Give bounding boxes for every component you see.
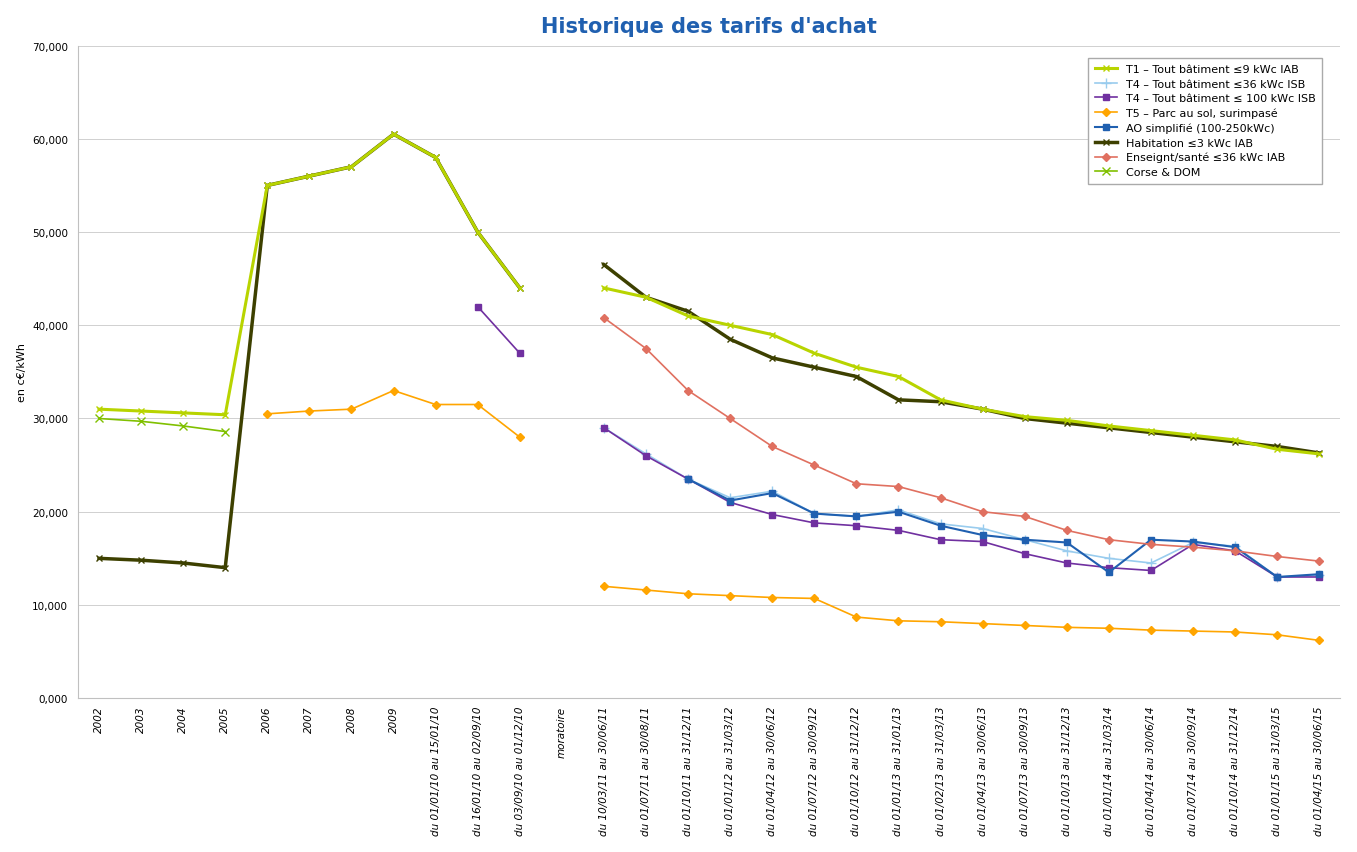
T4 – Tout bâtiment ≤36 kWc ISB <box>1058 546 1075 556</box>
T5 – Parc au sol, surimpasé <box>385 386 402 396</box>
T1 – Tout bâtiment ≤9 kWc IAB <box>217 410 233 420</box>
T4 – Tout bâtiment ≤36 kWc ISB <box>848 512 864 522</box>
T1 – Tout bâtiment ≤9 kWc IAB <box>301 172 318 182</box>
T4 – Tout bâtiment ≤36 kWc ISB <box>932 519 949 529</box>
Enseignt/santé ≤36 kWc IAB <box>1269 552 1285 562</box>
T4 – Tout bâtiment ≤36 kWc ISB <box>806 509 822 519</box>
T4 – Tout bâtiment ≤36 kWc ISB <box>1269 573 1285 583</box>
AO simplifié (100-250kWc) <box>1016 535 1033 545</box>
Habitation ≤3 kWc IAB <box>217 563 233 573</box>
Habitation ≤3 kWc IAB <box>343 163 360 173</box>
T5 – Parc au sol, surimpasé <box>343 405 360 415</box>
Enseignt/santé ≤36 kWc IAB <box>764 442 780 452</box>
Corse & DOM <box>175 422 191 432</box>
Habitation ≤3 kWc IAB <box>259 181 275 192</box>
Enseignt/santé ≤36 kWc IAB <box>1101 535 1117 545</box>
Line: Habitation ≤3 kWc IAB: Habitation ≤3 kWc IAB <box>95 131 524 572</box>
AO simplifié (100-250kWc) <box>1101 567 1117 578</box>
Enseignt/santé ≤36 kWc IAB <box>848 479 864 489</box>
AO simplifié (100-250kWc) <box>932 521 949 531</box>
Enseignt/santé ≤36 kWc IAB <box>722 414 738 424</box>
Enseignt/santé ≤36 kWc IAB <box>596 314 612 324</box>
Enseignt/santé ≤36 kWc IAB <box>1185 543 1201 553</box>
AO simplifié (100-250kWc) <box>848 512 864 522</box>
T4 – Tout bâtiment ≤ 100 kWc ISB <box>470 302 486 313</box>
AO simplifié (100-250kWc) <box>974 530 991 540</box>
T4 – Tout bâtiment ≤36 kWc ISB <box>638 449 654 459</box>
T1 – Tout bâtiment ≤9 kWc IAB <box>512 284 528 294</box>
Line: T5 – Parc au sol, surimpasé: T5 – Parc au sol, surimpasé <box>265 389 522 440</box>
Enseignt/santé ≤36 kWc IAB <box>1227 546 1243 556</box>
AO simplifié (100-250kWc) <box>1311 569 1327 579</box>
Enseignt/santé ≤36 kWc IAB <box>1311 556 1327 567</box>
AO simplifié (100-250kWc) <box>1227 543 1243 553</box>
AO simplifié (100-250kWc) <box>1185 537 1201 547</box>
T4 – Tout bâtiment ≤36 kWc ISB <box>596 423 612 434</box>
Corse & DOM <box>91 414 107 424</box>
T4 – Tout bâtiment ≤36 kWc ISB <box>1101 554 1117 564</box>
Habitation ≤3 kWc IAB <box>385 130 402 140</box>
Habitation ≤3 kWc IAB <box>133 556 149 566</box>
Line: AO simplifié (100-250kWc): AO simplifié (100-250kWc) <box>685 476 1323 581</box>
AO simplifié (100-250kWc) <box>680 475 696 485</box>
Y-axis label: en c€/kWh: en c€/kWh <box>16 343 27 402</box>
Enseignt/santé ≤36 kWc IAB <box>1058 526 1075 536</box>
Line: T4 – Tout bâtiment ≤36 kWc ISB: T4 – Tout bâtiment ≤36 kWc ISB <box>598 423 1324 582</box>
AO simplifié (100-250kWc) <box>806 509 822 519</box>
T5 – Parc au sol, surimpasé <box>470 400 486 410</box>
Corse & DOM <box>217 427 233 437</box>
T1 – Tout bâtiment ≤9 kWc IAB <box>385 130 402 140</box>
Habitation ≤3 kWc IAB <box>175 558 191 568</box>
T4 – Tout bâtiment ≤36 kWc ISB <box>1227 542 1243 552</box>
AO simplifié (100-250kWc) <box>1058 538 1075 548</box>
Enseignt/santé ≤36 kWc IAB <box>974 507 991 517</box>
T4 – Tout bâtiment ≤36 kWc ISB <box>1143 558 1159 568</box>
T1 – Tout bâtiment ≤9 kWc IAB <box>91 405 107 415</box>
T5 – Parc au sol, surimpasé <box>427 400 444 410</box>
T4 – Tout bâtiment ≤36 kWc ISB <box>890 505 906 515</box>
T4 – Tout bâtiment ≤ 100 kWc ISB <box>512 348 528 359</box>
Enseignt/santé ≤36 kWc IAB <box>890 482 906 492</box>
Habitation ≤3 kWc IAB <box>512 284 528 294</box>
T4 – Tout bâtiment ≤36 kWc ISB <box>764 486 780 497</box>
Enseignt/santé ≤36 kWc IAB <box>680 386 696 396</box>
AO simplifié (100-250kWc) <box>1143 535 1159 545</box>
Enseignt/santé ≤36 kWc IAB <box>806 460 822 470</box>
T4 – Tout bâtiment ≤36 kWc ISB <box>974 524 991 534</box>
Habitation ≤3 kWc IAB <box>91 554 107 564</box>
T1 – Tout bâtiment ≤9 kWc IAB <box>133 406 149 417</box>
T4 – Tout bâtiment ≤36 kWc ISB <box>1311 570 1327 580</box>
Line: Enseignt/santé ≤36 kWc IAB: Enseignt/santé ≤36 kWc IAB <box>601 315 1322 564</box>
Habitation ≤3 kWc IAB <box>427 153 444 164</box>
T1 – Tout bâtiment ≤9 kWc IAB <box>175 408 191 418</box>
T1 – Tout bâtiment ≤9 kWc IAB <box>343 163 360 173</box>
T1 – Tout bâtiment ≤9 kWc IAB <box>427 153 444 164</box>
T5 – Parc au sol, surimpasé <box>512 433 528 443</box>
Habitation ≤3 kWc IAB <box>470 227 486 238</box>
Title: Historique des tarifs d'achat: Historique des tarifs d'achat <box>541 17 877 37</box>
AO simplifié (100-250kWc) <box>890 507 906 517</box>
AO simplifié (100-250kWc) <box>1269 573 1285 583</box>
T4 – Tout bâtiment ≤36 kWc ISB <box>722 493 738 504</box>
T4 – Tout bâtiment ≤36 kWc ISB <box>1185 538 1201 548</box>
AO simplifié (100-250kWc) <box>764 488 780 498</box>
T1 – Tout bâtiment ≤9 kWc IAB <box>470 227 486 238</box>
Habitation ≤3 kWc IAB <box>301 172 318 182</box>
AO simplifié (100-250kWc) <box>722 496 738 506</box>
T4 – Tout bâtiment ≤36 kWc ISB <box>1016 535 1033 545</box>
Line: Corse & DOM: Corse & DOM <box>95 415 229 436</box>
Enseignt/santé ≤36 kWc IAB <box>638 344 654 354</box>
Legend: T1 – Tout bâtiment ≤9 kWc IAB, T4 – Tout bâtiment ≤36 kWc ISB, T4 – Tout bâtimen: T1 – Tout bâtiment ≤9 kWc IAB, T4 – Tout… <box>1088 59 1322 184</box>
Corse & DOM <box>133 417 149 427</box>
T5 – Parc au sol, surimpasé <box>301 406 318 417</box>
T1 – Tout bâtiment ≤9 kWc IAB <box>259 181 275 192</box>
Line: T1 – Tout bâtiment ≤9 kWc IAB: T1 – Tout bâtiment ≤9 kWc IAB <box>95 131 524 418</box>
Enseignt/santé ≤36 kWc IAB <box>932 493 949 504</box>
Enseignt/santé ≤36 kWc IAB <box>1016 512 1033 522</box>
Enseignt/santé ≤36 kWc IAB <box>1143 539 1159 550</box>
T4 – Tout bâtiment ≤36 kWc ISB <box>680 475 696 485</box>
Line: T4 – Tout bâtiment ≤ 100 kWc ISB: T4 – Tout bâtiment ≤ 100 kWc ISB <box>474 304 524 357</box>
T5 – Parc au sol, surimpasé <box>259 409 275 419</box>
